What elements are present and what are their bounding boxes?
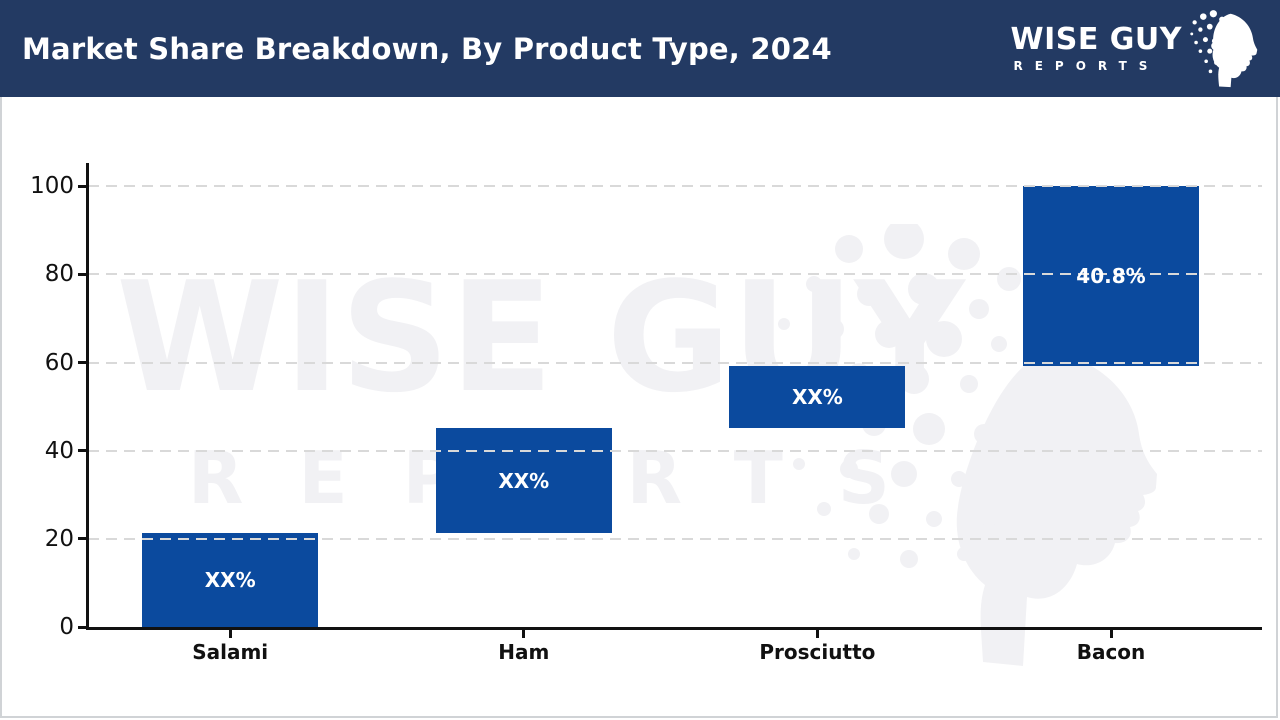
logo-text: WISE GUY REPORTS (1010, 21, 1182, 73)
x-tick-mark (228, 630, 232, 638)
y-tick-mark (78, 272, 86, 276)
y-tick-label: 0 (59, 614, 74, 640)
y-tick-label: 40 (44, 437, 74, 464)
x-axis-line (86, 627, 1262, 630)
x-category-label: Ham (498, 640, 550, 664)
logo-brand-text: WISE GUY (1010, 21, 1182, 57)
chart-canvas: WISE GUY REPORTS (0, 97, 1280, 720)
page-border-bottom (0, 716, 1278, 718)
gridline-40 (88, 449, 1262, 452)
y-tick-mark (78, 537, 86, 541)
x-category-label: Prosciutto (759, 640, 876, 664)
bar-salami (142, 533, 319, 627)
bar-value-label: XX% (204, 568, 256, 593)
gridline-80 (88, 273, 1262, 276)
bar-bacon (1023, 186, 1199, 367)
logo-tagline-text: REPORTS (1013, 58, 1160, 73)
gridline-100 (88, 185, 1262, 188)
page-border-left (0, 97, 2, 717)
x-tick-mark (1109, 630, 1113, 638)
x-category-label: Salami (192, 640, 269, 664)
y-tick-mark (78, 625, 86, 629)
bar-value-label: XX% (791, 385, 843, 410)
y-tick-label: 80 (44, 261, 74, 288)
y-tick-label: 100 (30, 173, 74, 200)
bar-ham (435, 428, 612, 534)
chart-title: Market Share Breakdown, By Product Type,… (22, 31, 832, 66)
gridline-20 (88, 537, 1262, 540)
y-tick-label: 20 (44, 525, 74, 552)
y-tick-label: 60 (44, 349, 74, 376)
bar-value-label: XX% (498, 468, 550, 493)
y-axis-line (86, 163, 89, 630)
logo-face-icon (1190, 9, 1258, 87)
x-tick-mark (815, 630, 819, 638)
y-tick-mark (78, 449, 86, 453)
y-tick-mark (78, 361, 86, 365)
header-bar: Market Share Breakdown, By Product Type,… (0, 0, 1280, 97)
bar-value-label: 40.8% (1076, 264, 1146, 289)
x-category-label: Bacon (1076, 640, 1146, 664)
y-tick-mark (78, 184, 86, 188)
x-tick-mark (522, 630, 526, 638)
page-border-right (1276, 97, 1278, 717)
wise-guy-logo: WISE GUY REPORTS (1010, 9, 1258, 89)
gridline-60 (88, 361, 1262, 364)
